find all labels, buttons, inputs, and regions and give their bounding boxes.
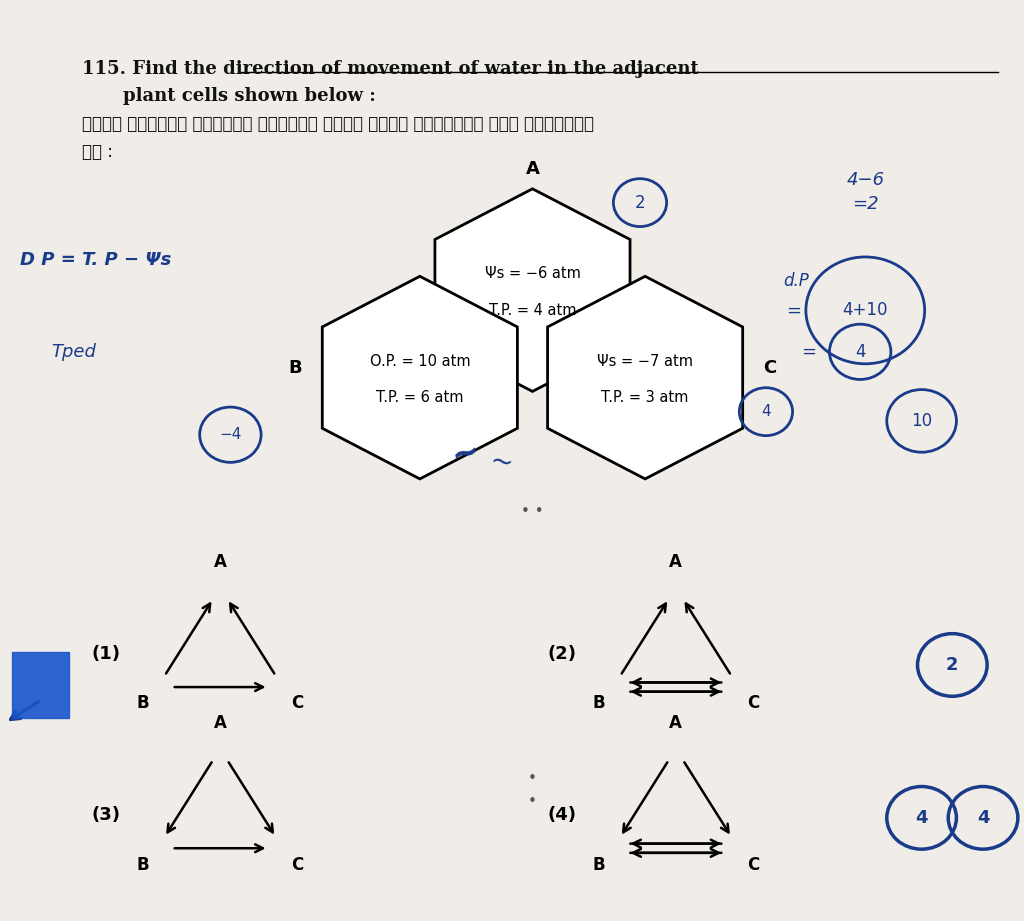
Text: 115. Find the direction of movement of water in the adjacent: 115. Find the direction of movement of w… xyxy=(82,60,698,78)
Text: =: = xyxy=(802,343,816,361)
Text: C: C xyxy=(763,359,776,378)
Text: B: B xyxy=(592,694,605,713)
Polygon shape xyxy=(435,189,630,391)
Text: plant cells shown below :: plant cells shown below : xyxy=(123,87,376,106)
Text: • •: • • xyxy=(521,504,544,519)
Text: •: • xyxy=(528,794,537,809)
Text: T.P. = 4 atm: T.P. = 4 atm xyxy=(488,303,577,318)
Text: C: C xyxy=(746,694,759,713)
Text: 2: 2 xyxy=(946,656,958,674)
Text: A: A xyxy=(214,553,226,571)
Text: 4: 4 xyxy=(855,343,865,361)
Text: •: • xyxy=(528,771,537,786)
Text: Ψs = −7 atm: Ψs = −7 atm xyxy=(597,354,693,368)
Text: 4: 4 xyxy=(761,404,771,419)
FancyBboxPatch shape xyxy=(12,652,69,718)
Polygon shape xyxy=(323,276,517,479)
Text: Ψs = −6 atm: Ψs = −6 atm xyxy=(484,266,581,281)
Text: C: C xyxy=(291,856,303,874)
Text: T.P. = 3 atm: T.P. = 3 atm xyxy=(601,391,689,405)
Text: B: B xyxy=(136,856,150,874)
Text: =2: =2 xyxy=(852,195,879,214)
Text: A: A xyxy=(670,714,682,732)
Text: 4: 4 xyxy=(915,809,928,827)
Text: C: C xyxy=(291,694,303,713)
Polygon shape xyxy=(548,276,742,479)
Text: −4: −4 xyxy=(219,427,242,442)
Text: O.P. = 10 atm: O.P. = 10 atm xyxy=(370,354,470,368)
Text: 4+10: 4+10 xyxy=(843,301,888,320)
Text: A: A xyxy=(525,159,540,178)
Text: 2: 2 xyxy=(635,193,645,212)
Text: C: C xyxy=(746,856,759,874)
Text: A: A xyxy=(670,553,682,571)
Text: (1): (1) xyxy=(91,645,121,663)
Text: Tped: Tped xyxy=(51,343,96,361)
Text: d.P: d.P xyxy=(783,272,809,290)
Text: 4−6: 4−6 xyxy=(846,170,885,189)
Text: (3): (3) xyxy=(91,806,121,824)
Text: নীচে দেখানো সংলগ্ন উদ্ভিদ কোষে জলের চলাচলের দিক নির্ণয়: নীচে দেখানো সংলগ্ন উদ্ভিদ কোষে জলের চলাচ… xyxy=(82,115,594,134)
Text: 10: 10 xyxy=(911,412,932,430)
Text: (4): (4) xyxy=(547,806,577,824)
Text: B: B xyxy=(592,856,605,874)
Text: ~: ~ xyxy=(449,434,483,472)
Text: B: B xyxy=(289,359,302,378)
Text: =: = xyxy=(786,301,801,320)
Text: D P = T. P − Ψs: D P = T. P − Ψs xyxy=(20,251,172,269)
Text: ~: ~ xyxy=(487,447,516,478)
Text: B: B xyxy=(136,694,150,713)
Text: T.P. = 6 atm: T.P. = 6 atm xyxy=(376,391,464,405)
Text: 4: 4 xyxy=(977,809,989,827)
Text: কর :: কর : xyxy=(82,143,113,161)
Text: (2): (2) xyxy=(547,645,577,663)
Text: A: A xyxy=(214,714,226,732)
